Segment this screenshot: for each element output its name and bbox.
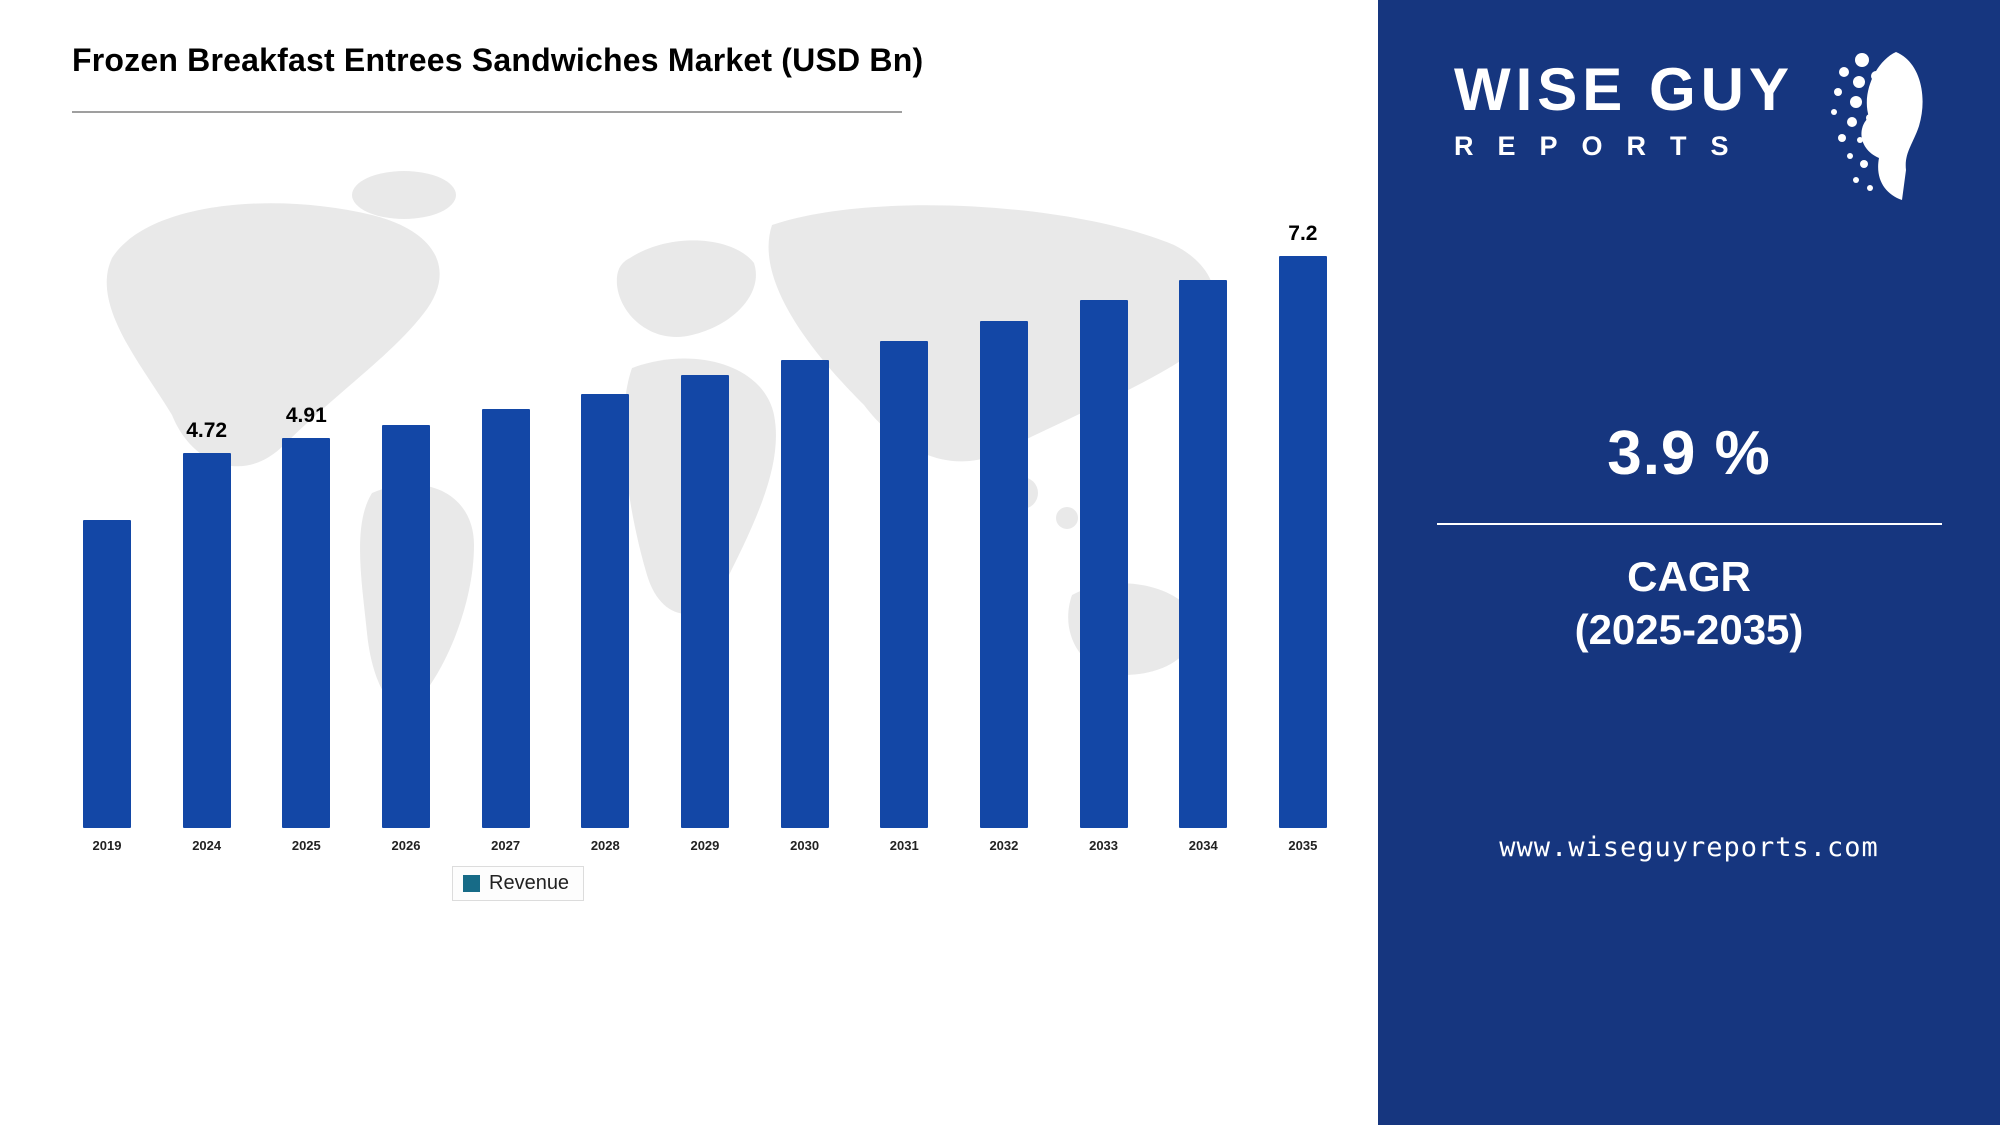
x-axis-tick-label: 2033 [1089,838,1119,853]
bar [680,375,729,828]
title-divider [72,111,902,113]
x-axis-tick-label: 2035 [1288,838,1318,853]
bar-value-label: 4.72 [186,419,228,442]
x-axis-tick-label: 2019 [92,838,122,853]
bar [979,321,1028,828]
sidebar: WISE GUY REPORTS 3.9 % CAGR (2025-2035) … [1378,0,2000,1125]
bar-column: 2034 [1168,246,1238,853]
x-axis-tick-label: 2026 [391,838,421,853]
legend-label: Revenue [489,872,570,894]
bar [83,520,131,828]
bar [780,360,829,828]
x-axis-tick-label: 2031 [889,838,919,853]
bar [1278,256,1327,828]
x-axis-tick-label: 2024 [192,838,222,853]
head-dots-icon [1831,52,1923,200]
page-title: Frozen Breakfast Entrees Sandwiches Mark… [72,42,924,78]
logo-wordmark: WISE GUY [1453,56,1795,123]
logo-text: WISE GUY REPORTS [1454,58,1794,162]
x-axis-tick-label: 2028 [590,838,620,853]
bar-value-label: 7.2 [1288,222,1318,245]
bar-column: 2026 [371,391,441,853]
bar [481,409,530,828]
cagr-value: 3.9 % [1607,419,1771,488]
x-axis-tick-label: 2025 [291,838,321,853]
x-axis-tick-label: 2027 [491,838,521,853]
bar-column: 2030 [770,326,840,853]
bar-chart: 2019 4.72 2024 4.91 2025 2026 2027 2028 2029 2030… [72,123,1348,901]
x-axis-tick-label: 2034 [1188,838,1218,853]
cagr-period: (2025-2035) [1574,605,1804,653]
bar-column: 2031 [869,307,939,853]
bar-column: 4.91 2025 [271,404,341,853]
bar-column: 2027 [471,375,541,853]
x-axis-tick-label: 2029 [690,838,720,853]
chart-legend: Revenue [452,866,585,901]
bar [381,425,430,828]
bar-column: 2029 [670,341,740,853]
bar [282,438,331,828]
website-link[interactable]: www.wiseguyreports.com [1499,832,1879,863]
bar-column: 2019 [72,486,142,853]
bars: 2019 4.72 2024 4.91 2025 2026 2027 2028 2029 2030… [72,222,1338,853]
cagr-block: 3.9 % CAGR (2025-2035) [1378,418,2000,656]
wise-guy-reports-logo: WISE GUY REPORTS [1378,52,2000,206]
bar [880,341,929,828]
legend-swatch [463,875,480,892]
x-axis-tick-label: 2030 [790,838,820,853]
bar-column: 2033 [1069,266,1139,853]
cagr-divider [1436,523,1942,525]
bar [1079,300,1128,828]
bar [1179,280,1228,828]
x-axis-tick-label: 2032 [989,838,1019,853]
bar [182,453,231,828]
bar-column: 4.72 2024 [172,419,242,853]
bar-column: 7.2 2035 [1268,222,1338,853]
bar-value-label: 4.91 [285,404,327,427]
cagr-label: CAGR [1627,553,1751,600]
chart-panel: Frozen Breakfast Entrees Sandwiches Mark… [72,42,1348,901]
bar-column: 2032 [969,287,1039,853]
bar-column: 2028 [570,360,640,853]
bar [581,394,630,828]
logo-subtitle: REPORTS [1453,131,1753,161]
